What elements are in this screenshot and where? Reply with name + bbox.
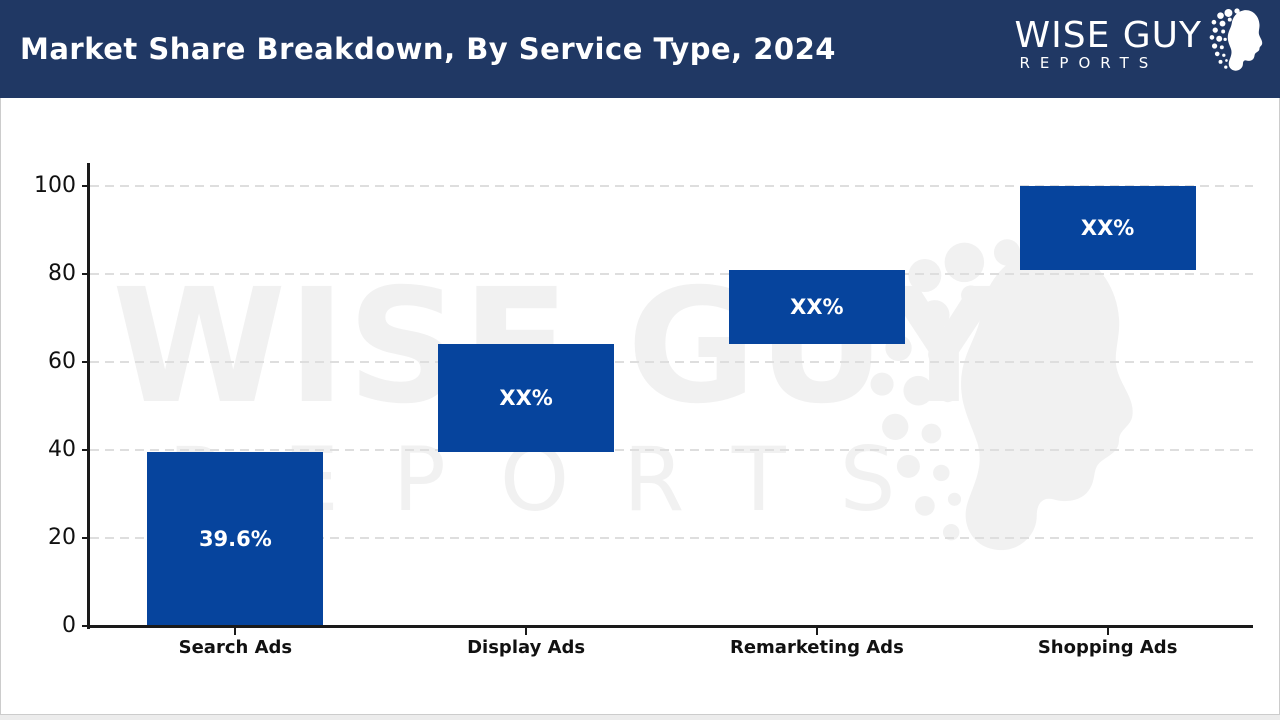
x-tick-mark <box>525 628 528 635</box>
bottom-strip <box>0 715 1280 720</box>
page-title: Market Share Breakdown, By Service Type,… <box>20 32 836 66</box>
y-gridline <box>90 449 1253 451</box>
y-tick-mark <box>82 449 90 451</box>
y-tick-mark <box>82 625 90 627</box>
y-tick-label: 80 <box>48 261 76 286</box>
bar-value-label: XX% <box>1080 215 1135 240</box>
bar-search-ads: 39.6% <box>147 451 324 626</box>
y-gridline <box>90 361 1253 363</box>
x-category-label: Search Ads <box>178 637 293 658</box>
y-tick-label: 60 <box>48 349 76 374</box>
head-profile-icon <box>1209 8 1263 71</box>
bar-remarketing-ads: XX% <box>728 269 905 345</box>
y-tick-label: 0 <box>62 613 76 638</box>
y-gridline <box>90 273 1253 275</box>
bottom-border <box>0 714 1280 715</box>
bar-value-label: 39.6% <box>198 526 272 551</box>
x-tick-mark <box>234 628 237 635</box>
x-tick-mark <box>815 628 818 635</box>
y-gridline <box>90 537 1253 539</box>
x-category-label: Shopping Ads <box>1037 637 1178 658</box>
header-bar: Market Share Breakdown, By Service Type,… <box>0 0 1280 98</box>
y-tick-mark <box>82 361 90 363</box>
left-border <box>0 98 1 715</box>
logo-line1: WISE GUY <box>1014 14 1202 56</box>
bar-shopping-ads: XX% <box>1019 186 1196 270</box>
y-tick-mark <box>82 273 90 275</box>
logo-text: WISE GUY REPORTS <box>1015 17 1203 71</box>
bar-display-ads: XX% <box>438 344 615 452</box>
bar-value-label: XX% <box>790 294 844 319</box>
bar-value-label: XX% <box>499 386 553 411</box>
y-tick-mark <box>82 185 90 187</box>
x-category-label: Remarketing Ads <box>729 637 904 658</box>
logo-line2: REPORTS <box>1019 53 1159 72</box>
x-tick-mark <box>1106 628 1109 635</box>
wise-guy-logo: WISE GUY REPORTS <box>1015 6 1273 82</box>
y-gridline <box>90 185 1253 187</box>
y-tick-label: 100 <box>34 173 76 198</box>
y-tick-mark <box>82 537 90 539</box>
x-category-label: Display Ads <box>467 637 586 658</box>
y-tick-label: 20 <box>48 525 76 550</box>
y-tick-label: 40 <box>48 437 76 462</box>
x-axis <box>87 625 1253 628</box>
y-axis <box>87 163 90 629</box>
